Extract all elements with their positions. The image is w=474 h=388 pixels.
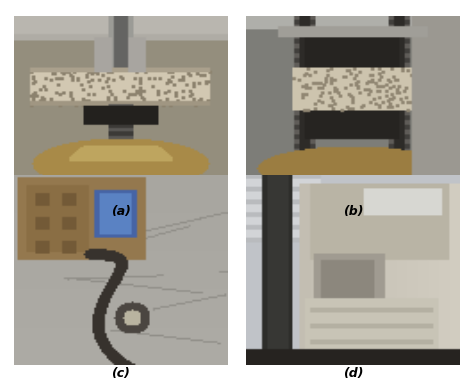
Text: (c): (c) [111, 367, 130, 380]
Text: (d): (d) [343, 367, 364, 380]
Text: (a): (a) [111, 205, 131, 218]
Text: (b): (b) [343, 205, 364, 218]
